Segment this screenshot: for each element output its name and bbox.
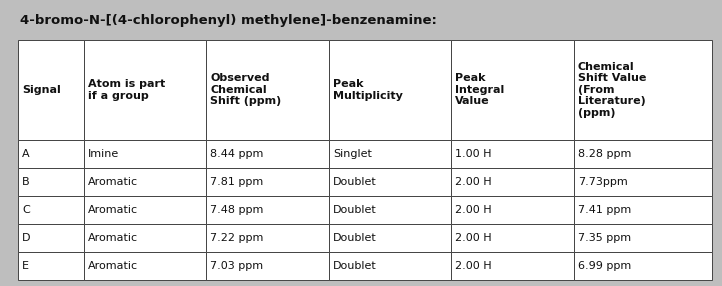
Text: 2.00 H: 2.00 H <box>455 177 492 187</box>
Text: Atom is part
if a group: Atom is part if a group <box>88 79 165 101</box>
Text: Aromatic: Aromatic <box>88 233 138 243</box>
Text: 4-bromo-N-[(4-chlorophenyl) methylene]-benzenamine:: 4-bromo-N-[(4-chlorophenyl) methylene]-b… <box>20 14 437 27</box>
Text: Chemical
Shift Value
(From
Literature)
(ppm): Chemical Shift Value (From Literature) (… <box>578 61 646 118</box>
Text: C: C <box>22 205 30 215</box>
Text: 2.00 H: 2.00 H <box>455 205 492 215</box>
Text: 2.00 H: 2.00 H <box>455 233 492 243</box>
Text: Singlet: Singlet <box>333 149 372 159</box>
Text: Peak
Integral
Value: Peak Integral Value <box>455 73 505 106</box>
Text: 8.28 ppm: 8.28 ppm <box>578 149 631 159</box>
Text: Observed
Chemical
Shift (ppm): Observed Chemical Shift (ppm) <box>210 73 282 106</box>
Text: 7.48 ppm: 7.48 ppm <box>210 205 264 215</box>
Text: 6.99 ppm: 6.99 ppm <box>578 261 631 271</box>
Text: A: A <box>22 149 30 159</box>
Text: D: D <box>22 233 30 243</box>
Text: B: B <box>22 177 30 187</box>
Text: 7.35 ppm: 7.35 ppm <box>578 233 631 243</box>
Text: 7.81 ppm: 7.81 ppm <box>210 177 264 187</box>
Text: 7.22 ppm: 7.22 ppm <box>210 233 264 243</box>
Text: Peak
Multiplicity: Peak Multiplicity <box>333 79 403 101</box>
Text: Doublet: Doublet <box>333 177 377 187</box>
Text: Doublet: Doublet <box>333 261 377 271</box>
Text: Signal: Signal <box>22 85 61 95</box>
Text: 1.00 H: 1.00 H <box>455 149 492 159</box>
Text: Imine: Imine <box>88 149 119 159</box>
Text: Aromatic: Aromatic <box>88 177 138 187</box>
Text: Aromatic: Aromatic <box>88 205 138 215</box>
Text: 2.00 H: 2.00 H <box>455 261 492 271</box>
Text: Aromatic: Aromatic <box>88 261 138 271</box>
Text: Doublet: Doublet <box>333 205 377 215</box>
Text: Doublet: Doublet <box>333 233 377 243</box>
Text: 7.73ppm: 7.73ppm <box>578 177 627 187</box>
Text: 8.44 ppm: 8.44 ppm <box>210 149 264 159</box>
Text: 7.41 ppm: 7.41 ppm <box>578 205 631 215</box>
Text: 7.03 ppm: 7.03 ppm <box>210 261 264 271</box>
Text: E: E <box>22 261 29 271</box>
